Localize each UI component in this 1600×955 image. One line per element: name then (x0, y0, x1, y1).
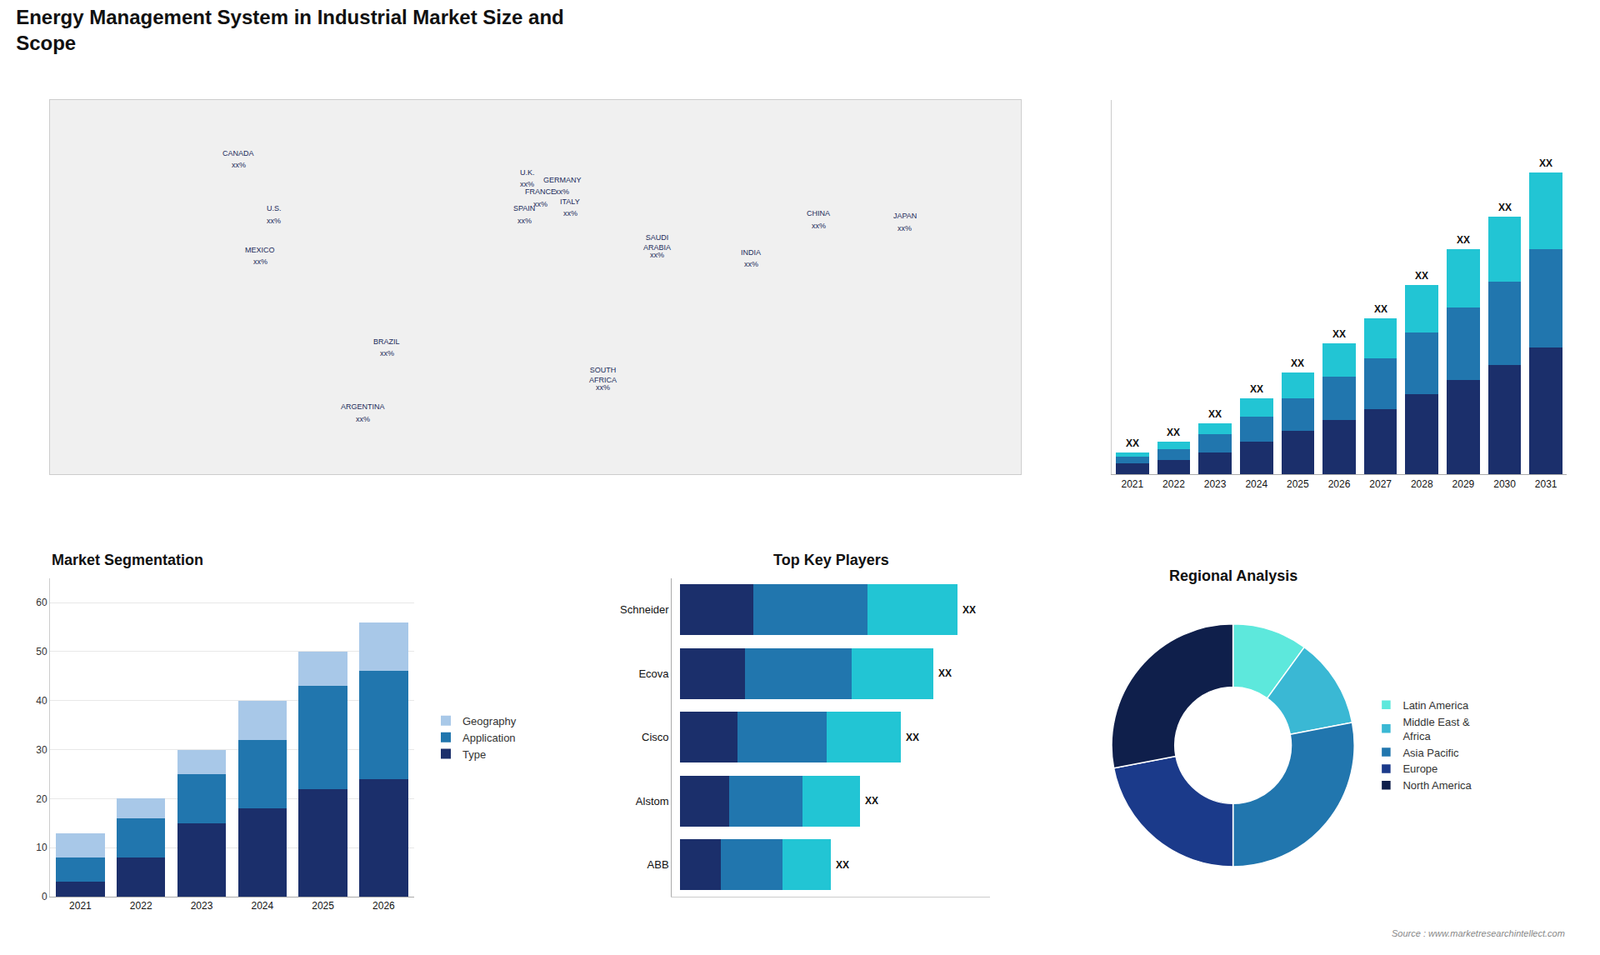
svg-text:10: 10 (35, 841, 48, 854)
svg-text:50: 50 (35, 645, 48, 658)
svg-text:xx%: xx% (563, 209, 578, 218)
svg-text:xx%: xx% (231, 160, 246, 170)
svg-text:xx%: xx% (266, 216, 281, 225)
svg-text:2021: 2021 (69, 900, 92, 912)
svg-text:Source : www.marketresearchint: Source : www.marketresearchintellect.com (1391, 928, 1565, 939)
svg-text:Asia Pacific: Asia Pacific (1402, 746, 1460, 760)
svg-text:XX: XX (1208, 408, 1222, 420)
svg-text:2022: 2022 (130, 900, 153, 912)
svg-text:xx%: xx% (253, 257, 268, 266)
svg-text:Cisco: Cisco (641, 730, 670, 744)
svg-text:0: 0 (41, 890, 48, 903)
svg-text:ARGENTINA: ARGENTINA (340, 402, 385, 411)
svg-text:xx%: xx% (744, 260, 759, 269)
svg-text:2031: 2031 (1535, 478, 1558, 490)
svg-text:JAPAN: JAPAN (893, 211, 917, 220)
svg-text:INDIA: INDIA (740, 248, 761, 257)
svg-text:xx%: xx% (380, 349, 395, 358)
svg-text:2025: 2025 (1286, 478, 1310, 490)
svg-text:BRAZIL: BRAZIL (373, 337, 400, 346)
svg-text:Alstom: Alstom (635, 795, 670, 808)
svg-text:2024: 2024 (250, 900, 274, 912)
svg-text:2026: 2026 (1328, 478, 1351, 490)
svg-text:XX: XX (835, 859, 850, 871)
svg-text:2024: 2024 (1245, 478, 1268, 490)
svg-text:SAUDIARABIA: SAUDIARABIA (643, 233, 671, 252)
svg-text:2022: 2022 (1162, 478, 1185, 490)
svg-text:2021: 2021 (1120, 478, 1144, 490)
svg-text:40: 40 (35, 695, 48, 707)
svg-text:FRANCE: FRANCE (525, 187, 556, 196)
svg-text:xx%: xx% (897, 224, 912, 233)
svg-text:2029: 2029 (1452, 478, 1475, 490)
svg-text:xx%: xx% (517, 216, 532, 225)
svg-text:30: 30 (35, 744, 48, 756)
svg-text:2023: 2023 (190, 900, 214, 912)
svg-text:XX: XX (1374, 303, 1388, 315)
svg-text:XX: XX (1250, 383, 1264, 395)
svg-text:CHINA: CHINA (806, 209, 830, 218)
svg-text:Geography: Geography (462, 715, 517, 728)
svg-text:SOUTHAFRICA: SOUTHAFRICA (589, 365, 617, 385)
svg-text:Latin America: Latin America (1402, 699, 1470, 712)
svg-text:xx%: xx% (555, 187, 570, 196)
svg-text:xx%: xx% (650, 250, 665, 260)
svg-text:Market Segmentation: Market Segmentation (51, 551, 204, 569)
svg-text:2026: 2026 (372, 900, 395, 912)
svg-text:60: 60 (35, 596, 48, 609)
svg-text:Schneider: Schneider (620, 603, 670, 616)
svg-text:Europe: Europe (1402, 762, 1438, 775)
svg-text:Type: Type (462, 748, 486, 761)
svg-text:ABB: ABB (647, 858, 670, 871)
svg-text:2027: 2027 (1369, 478, 1392, 490)
svg-text:XX: XX (865, 795, 879, 807)
svg-text:Middle East &Africa: Middle East &Africa (1402, 715, 1470, 743)
svg-text:U.K.: U.K. (520, 168, 535, 177)
svg-text:GERMANY: GERMANY (543, 175, 582, 185)
svg-text:xx%: xx% (533, 200, 548, 209)
svg-text:XX: XX (1498, 201, 1512, 214)
svg-text:XX: XX (1166, 426, 1180, 439)
svg-text:20: 20 (35, 793, 48, 805)
svg-text:Ecova: Ecova (638, 667, 670, 680)
svg-text:2023: 2023 (1204, 478, 1227, 490)
svg-text:xx%: xx% (520, 180, 535, 189)
svg-text:XX: XX (938, 667, 952, 680)
svg-text:MEXICO: MEXICO (245, 245, 275, 255)
svg-text:2028: 2028 (1410, 478, 1434, 490)
svg-text:Regional Analysis: Regional Analysis (1169, 567, 1298, 585)
svg-text:SPAIN: SPAIN (513, 204, 535, 213)
svg-text:North America: North America (1402, 779, 1472, 792)
svg-text:xx%: xx% (811, 221, 826, 230)
svg-text:xx%: xx% (355, 415, 370, 424)
svg-text:2030: 2030 (1493, 478, 1516, 490)
svg-text:XX: XX (1332, 328, 1346, 340)
svg-text:2025: 2025 (311, 900, 335, 912)
svg-text:XX: XX (1415, 270, 1429, 282)
svg-text:XX: XX (1539, 157, 1553, 170)
svg-text:XX: XX (1290, 357, 1305, 370)
svg-text:XX: XX (1125, 437, 1140, 450)
svg-text:ITALY: ITALY (560, 197, 580, 206)
svg-text:xx%: xx% (595, 383, 610, 392)
svg-text:U.S.: U.S. (266, 204, 282, 213)
svg-text:CANADA: CANADA (222, 149, 255, 158)
svg-text:Top Key Players: Top Key Players (773, 551, 890, 569)
svg-text:XX: XX (962, 604, 976, 616)
svg-text:XX: XX (905, 731, 920, 744)
svg-text:Energy Management System in In: Energy Management System in Industrial M… (15, 5, 565, 55)
svg-text:XX: XX (1456, 234, 1470, 246)
svg-text:Application: Application (462, 731, 516, 745)
